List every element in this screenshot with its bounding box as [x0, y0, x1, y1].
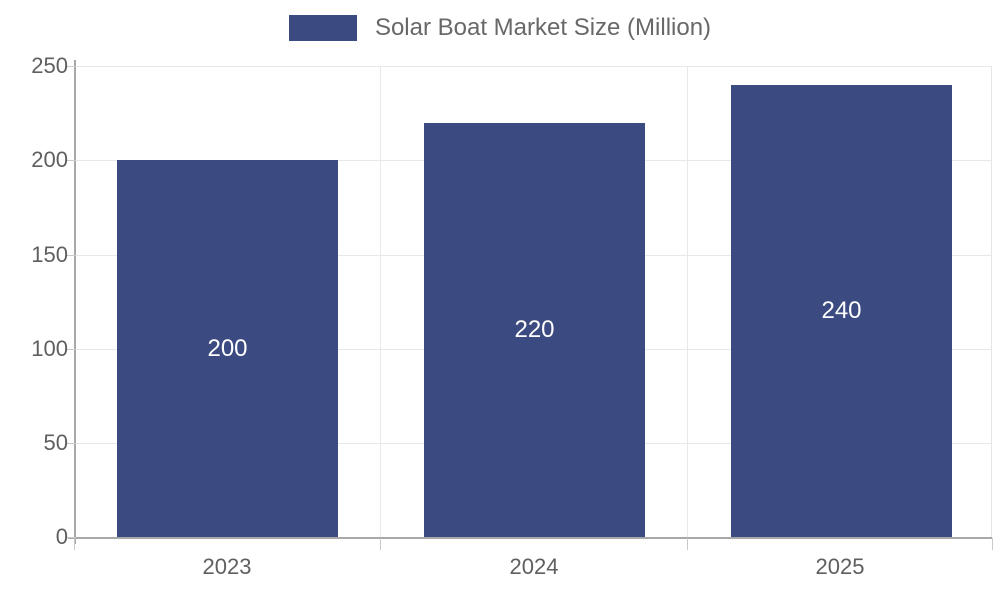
x-axis-label-2023: 2023: [202, 554, 252, 579]
y-tick-mark-150: [66, 255, 76, 256]
plot-area: 200 220 240: [74, 66, 992, 538]
y-axis-line: [74, 60, 76, 544]
y-axis-label-250: 250: [31, 53, 68, 78]
bar-value-label: 240: [821, 297, 862, 325]
gridline-x-2: [687, 66, 688, 538]
y-axis-label-200: 200: [31, 147, 68, 172]
x-axis-line: [68, 537, 992, 539]
chart-legend: Solar Boat Market Size (Million): [0, 0, 1000, 56]
x-tick-mark-1: [380, 538, 381, 550]
y-tick-mark-250: [66, 66, 76, 67]
y-tick-mark-50: [66, 443, 76, 444]
gridline-x-1: [380, 66, 381, 538]
y-tick-mark-200: [66, 160, 76, 161]
bar-2024[interactable]: 220: [424, 122, 645, 538]
y-axis-label-0: 0: [55, 524, 68, 549]
y-tick-mark-100: [66, 349, 76, 350]
legend-color-swatch: [288, 15, 357, 41]
y-axis-label-100: 100: [31, 336, 68, 361]
legend-item-solar-boat-market-size[interactable]: Solar Boat Market Size (Million): [288, 14, 712, 41]
y-axis-label-150: 150: [31, 242, 68, 267]
bar-value-label: 200: [207, 335, 248, 363]
bar-value-label: 220: [514, 316, 555, 344]
x-tick-mark-2: [687, 538, 688, 550]
y-axis-label-50: 50: [43, 430, 68, 455]
gridline-y-250: [74, 66, 992, 67]
x-tick-mark-start: [74, 538, 75, 550]
plot-right-border: [991, 66, 992, 538]
x-axis-label-2024: 2024: [509, 554, 559, 579]
bar-2025[interactable]: 240: [731, 84, 952, 538]
bar-2023[interactable]: 200: [117, 160, 338, 538]
x-tick-mark-end: [992, 538, 993, 550]
x-axis-label-2025: 2025: [815, 554, 865, 579]
legend-label: Solar Boat Market Size (Million): [374, 14, 712, 41]
y-tick-mark-0: [66, 537, 76, 538]
